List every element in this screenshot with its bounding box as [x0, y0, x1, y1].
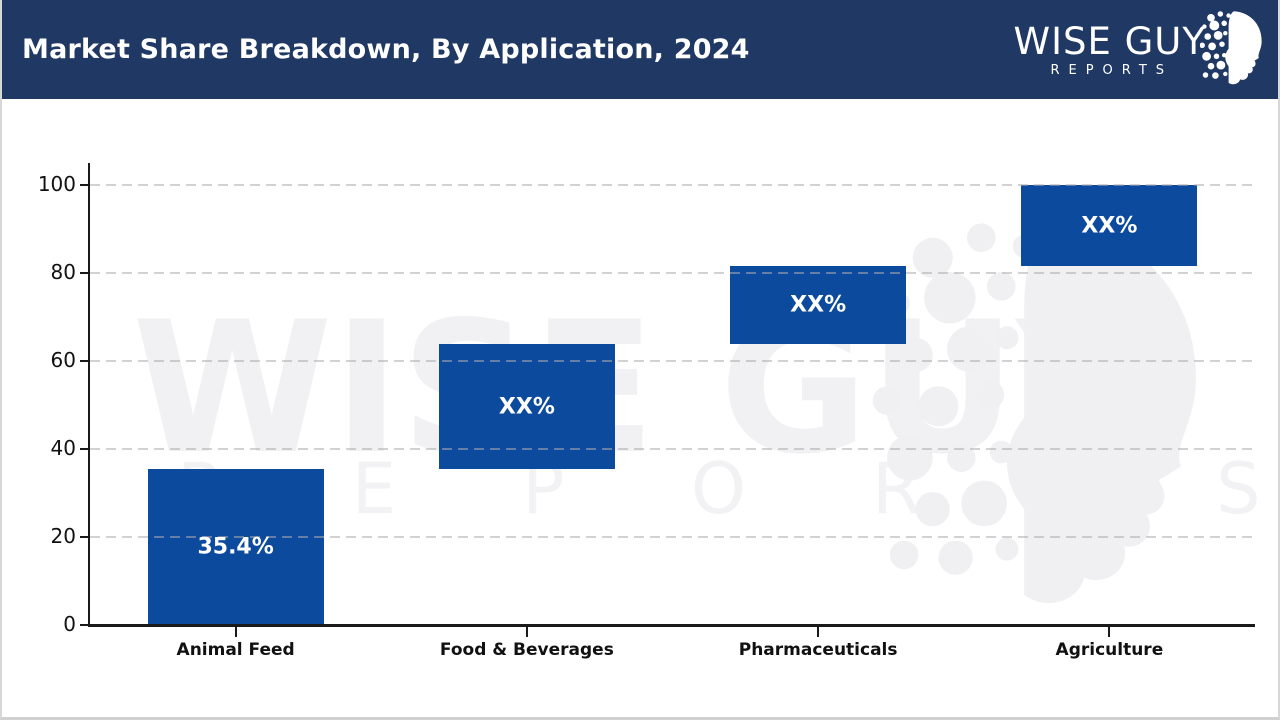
x-tick-1	[525, 627, 528, 637]
x-tick-0	[234, 627, 237, 637]
bar-pharmaceuticals	[730, 266, 907, 344]
y-tick-40	[80, 448, 90, 450]
wise-guy-logo: WISE GUY REPORTS	[1014, 9, 1266, 90]
y-tick-100	[80, 184, 90, 186]
y-tick-label-80: 80	[50, 260, 76, 284]
y-tick-label-40: 40	[50, 436, 76, 460]
logo-face-icon	[1199, 9, 1266, 90]
y-axis-line	[88, 163, 90, 627]
gridline-100	[90, 184, 1255, 186]
y-tick-label-60: 60	[50, 348, 76, 372]
bar-value-label: XX%	[790, 292, 847, 318]
bar-value-label: XX%	[498, 394, 555, 420]
y-tick-20	[80, 536, 90, 538]
x-tick-3	[1108, 627, 1111, 637]
bar-animal-feed	[147, 469, 324, 625]
gridline-40	[90, 448, 1255, 450]
bar-value-label: 35.4%	[197, 534, 274, 560]
x-category-label: Agriculture	[1055, 640, 1164, 660]
y-tick-label-100: 100	[37, 172, 76, 196]
bar-value-label: XX%	[1081, 213, 1138, 239]
y-tick-0	[80, 624, 90, 626]
y-tick-label-20: 20	[50, 524, 76, 548]
logo-subtitle: REPORTS	[1050, 62, 1174, 78]
chart-title: Market Share Breakdown, By Application, …	[22, 34, 750, 65]
header-bar: Market Share Breakdown, By Application, …	[2, 0, 1278, 99]
y-tick-label-0: 0	[63, 612, 76, 636]
logo-wordmark: WISE GUY	[1013, 19, 1206, 63]
gridline-20	[90, 536, 1255, 538]
bar-agriculture	[1021, 185, 1198, 267]
x-category-label: Animal Feed	[176, 640, 295, 660]
x-tick-2	[817, 627, 820, 637]
logo-text: WISE GUY REPORTS	[1014, 23, 1206, 77]
gridline-80	[90, 272, 1255, 274]
x-category-label: Food & Beverages	[439, 640, 614, 660]
y-tick-60	[80, 360, 90, 362]
x-category-label: Pharmaceuticals	[738, 640, 898, 660]
logo-face-svg	[1199, 11, 1262, 85]
x-axis-line	[88, 624, 1255, 627]
gridline-60	[90, 360, 1255, 362]
y-tick-80	[80, 272, 90, 274]
